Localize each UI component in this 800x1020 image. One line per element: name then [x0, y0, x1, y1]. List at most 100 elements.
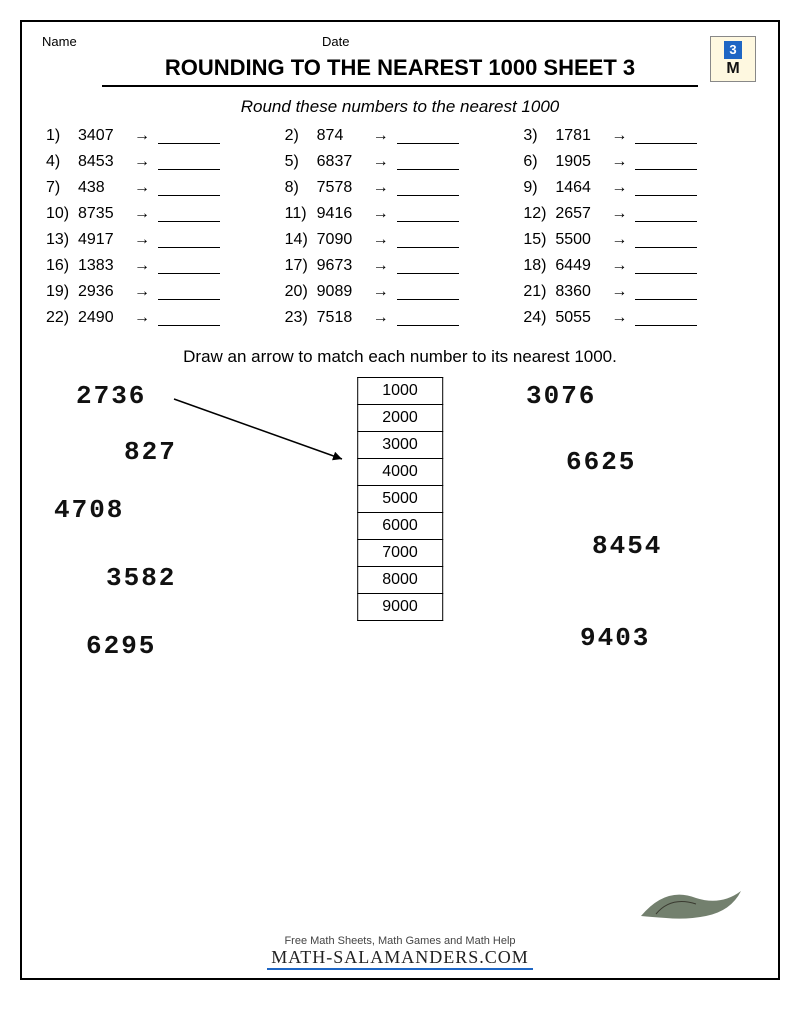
problem-number: 22): [46, 309, 78, 327]
problem-value: 9089: [317, 283, 367, 301]
targets-table: 100020003000400050006000700080009000: [357, 377, 443, 621]
target-row: 7000: [358, 540, 443, 567]
problem-value: 9416: [317, 205, 367, 223]
problem-value: 3407: [78, 127, 128, 145]
scatter-number: 6625: [566, 447, 636, 477]
answer-blank[interactable]: [635, 154, 697, 170]
answer-blank[interactable]: [397, 258, 459, 274]
scatter-number: 827: [124, 437, 177, 467]
problem-item: 5)6837→: [285, 153, 516, 171]
answer-blank[interactable]: [158, 128, 220, 144]
problem-number: 3): [523, 127, 555, 145]
scatter-number: 8454: [592, 531, 662, 561]
answer-blank[interactable]: [158, 180, 220, 196]
arrow-icon: →: [605, 309, 633, 327]
problem-value: 874: [317, 127, 367, 145]
arrow-icon: →: [367, 231, 395, 249]
answer-blank[interactable]: [397, 310, 459, 326]
problem-item: 11)9416→: [285, 205, 516, 223]
target-value: 9000: [358, 594, 443, 621]
arrow-icon: →: [128, 257, 156, 275]
problem-item: 1)3407→: [46, 127, 277, 145]
target-value: 7000: [358, 540, 443, 567]
problem-value: 5055: [555, 309, 605, 327]
answer-blank[interactable]: [635, 258, 697, 274]
problem-item: 17)9673→: [285, 257, 516, 275]
problem-item: 8)7578→: [285, 179, 516, 197]
arrow-icon: →: [367, 283, 395, 301]
answer-blank[interactable]: [635, 284, 697, 300]
problem-item: 3)1781→: [523, 127, 754, 145]
problem-value: 2936: [78, 283, 128, 301]
problem-value: 7518: [317, 309, 367, 327]
answer-blank[interactable]: [397, 206, 459, 222]
problem-number: 15): [523, 231, 555, 249]
problem-item: 23)7518→: [285, 309, 516, 327]
scatter-number: 6295: [86, 631, 156, 661]
answer-blank[interactable]: [158, 206, 220, 222]
grade-logo: 3 M: [710, 36, 756, 82]
problem-item: 18)6449→: [523, 257, 754, 275]
problem-value: 1464: [555, 179, 605, 197]
answer-blank[interactable]: [397, 154, 459, 170]
answer-blank[interactable]: [397, 180, 459, 196]
target-row: 4000: [358, 459, 443, 486]
problem-item: 14)7090→: [285, 231, 516, 249]
target-value: 8000: [358, 567, 443, 594]
answer-blank[interactable]: [158, 154, 220, 170]
answer-blank[interactable]: [397, 284, 459, 300]
target-row: 6000: [358, 513, 443, 540]
problem-number: 20): [285, 283, 317, 301]
problem-value: 5500: [555, 231, 605, 249]
arrow-icon: →: [367, 179, 395, 197]
problem-number: 21): [523, 283, 555, 301]
target-row: 8000: [358, 567, 443, 594]
problem-value: 2657: [555, 205, 605, 223]
header-row: Name Date: [42, 34, 758, 49]
problem-number: 16): [46, 257, 78, 275]
problem-value: 1781: [555, 127, 605, 145]
worksheet-title: ROUNDING TO THE NEAREST 1000 SHEET 3: [42, 55, 758, 81]
target-value: 3000: [358, 432, 443, 459]
problem-item: 10)8735→: [46, 205, 277, 223]
problem-number: 24): [523, 309, 555, 327]
answer-blank[interactable]: [635, 180, 697, 196]
problem-number: 13): [46, 231, 78, 249]
answer-blank[interactable]: [397, 128, 459, 144]
answer-blank[interactable]: [158, 258, 220, 274]
scatter-number: 2736: [76, 381, 146, 411]
target-row: 5000: [358, 486, 443, 513]
problem-number: 4): [46, 153, 78, 171]
footer-tagline: Free Math Sheets, Math Games and Math He…: [22, 935, 778, 947]
problem-number: 12): [523, 205, 555, 223]
answer-blank[interactable]: [635, 232, 697, 248]
problem-number: 9): [523, 179, 555, 197]
target-row: 9000: [358, 594, 443, 621]
target-row: 1000: [358, 378, 443, 405]
arrow-icon: →: [128, 309, 156, 327]
scatter-number: 4708: [54, 495, 124, 525]
arrow-icon: →: [367, 257, 395, 275]
match-area: 100020003000400050006000700080009000 273…: [46, 377, 754, 737]
arrow-icon: →: [605, 179, 633, 197]
answer-blank[interactable]: [635, 206, 697, 222]
answer-blank[interactable]: [635, 128, 697, 144]
problem-value: 7578: [317, 179, 367, 197]
answer-blank[interactable]: [158, 310, 220, 326]
arrow-icon: →: [128, 283, 156, 301]
answer-blank[interactable]: [158, 284, 220, 300]
worksheet-page: Name Date 3 M ROUNDING TO THE NEAREST 10…: [20, 20, 780, 980]
answer-blank[interactable]: [397, 232, 459, 248]
problem-item: 15)5500→: [523, 231, 754, 249]
target-value: 1000: [358, 378, 443, 405]
arrow-icon: →: [128, 205, 156, 223]
problem-number: 14): [285, 231, 317, 249]
problem-value: 1383: [78, 257, 128, 275]
problem-item: 9)1464→: [523, 179, 754, 197]
target-value: 6000: [358, 513, 443, 540]
date-label: Date: [322, 34, 349, 49]
arrow-icon: →: [605, 127, 633, 145]
problem-item: 4)8453→: [46, 153, 277, 171]
answer-blank[interactable]: [158, 232, 220, 248]
answer-blank[interactable]: [635, 310, 697, 326]
